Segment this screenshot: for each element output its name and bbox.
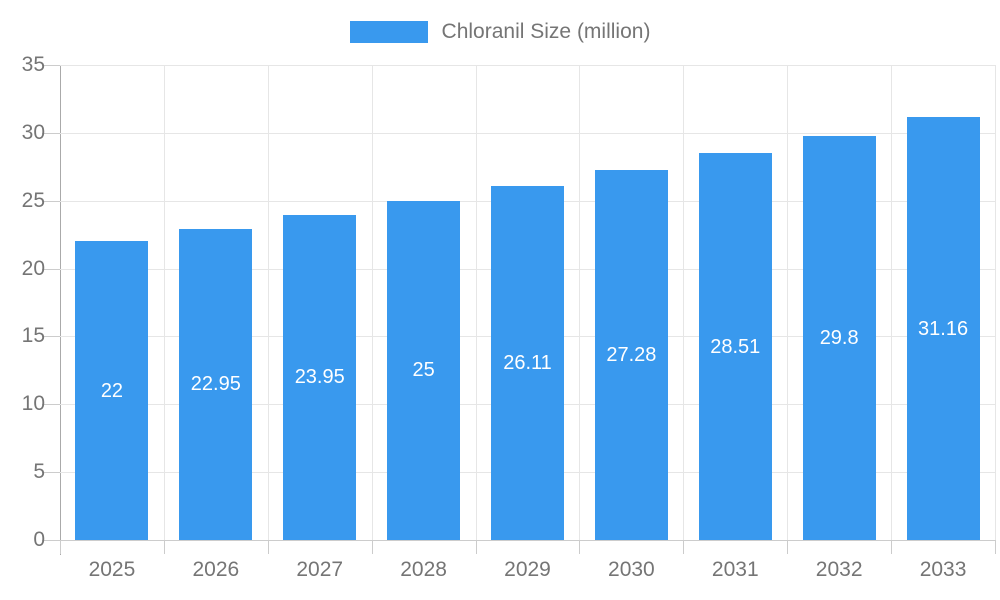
y-axis-label-20: 20 <box>21 256 45 280</box>
bar-2029[interactable]: 26.11 <box>491 185 564 540</box>
x-tick-6 <box>683 540 685 554</box>
plot-area: 22 22.95 23.95 25 26.11 27.28 28.51 29.8 31.16 <box>60 65 996 541</box>
x-tick-8 <box>891 540 893 554</box>
bar-2027[interactable]: 23.95 <box>283 214 357 540</box>
y-axis-label-10: 10 <box>21 392 45 416</box>
x-axis-label-2025: 2025 <box>88 558 136 581</box>
bar-2026[interactable]: 22.95 <box>179 228 253 540</box>
bar-value-label-2028: 25 <box>412 359 435 382</box>
gridline-y-0 <box>60 540 995 541</box>
y-tick-20 <box>42 268 60 270</box>
x-tick-5 <box>579 540 581 554</box>
legend-label: Chloranil Size (million) <box>441 20 651 43</box>
gridline-x-5 <box>579 65 581 540</box>
x-axis-label-2033: 2033 <box>919 558 967 581</box>
x-tick-0 <box>60 540 61 554</box>
y-tick-30 <box>42 132 60 134</box>
x-tick-1 <box>163 540 165 554</box>
gridline-x-3 <box>371 65 373 540</box>
bar-2028[interactable]: 25 <box>387 200 461 540</box>
gridline-y-30 <box>60 132 995 134</box>
bar-value-label-2029: 26.11 <box>503 351 552 374</box>
bar-2031[interactable]: 28.51 <box>698 153 772 540</box>
bar-value-label-2027: 23.95 <box>294 366 345 389</box>
legend-swatch-icon <box>349 21 428 43</box>
gridline-x-6 <box>683 65 685 540</box>
gridline-y-35 <box>60 65 995 66</box>
gridline-x-9 <box>995 65 996 540</box>
bar-value-label-2031: 28.51 <box>710 335 761 358</box>
bar-2033[interactable]: 31.16 <box>906 117 980 540</box>
x-axis-label-2030: 2030 <box>608 558 655 581</box>
bar-2025[interactable]: 22 <box>75 241 149 540</box>
y-tick-25 <box>42 200 60 202</box>
y-tick-0 <box>42 540 60 541</box>
y-tick-10 <box>42 404 60 406</box>
x-tick-3 <box>371 540 373 554</box>
bar-value-label-2025: 22 <box>100 379 124 402</box>
x-axis-label-2028: 2028 <box>400 558 447 581</box>
y-tick-35 <box>42 65 60 66</box>
bar-2030[interactable]: 27.28 <box>594 169 668 540</box>
bar-value-label-2032: 29.8 <box>819 326 859 349</box>
bar-value-label-2026: 22.95 <box>190 373 241 396</box>
y-axis-line <box>60 65 61 555</box>
y-axis-label-30: 30 <box>21 120 45 144</box>
bar-value-label-2033: 31.16 <box>918 317 969 340</box>
y-axis-label-5: 5 <box>33 460 45 484</box>
x-tick-2 <box>267 540 269 554</box>
x-axis-label-2032: 2032 <box>815 558 863 581</box>
x-tick-9 <box>995 540 996 554</box>
x-tick-7 <box>787 540 789 554</box>
y-tick-5 <box>42 472 60 474</box>
gridline-x-8 <box>891 65 893 540</box>
gridline-x-7 <box>787 65 789 540</box>
y-tick-15 <box>42 336 60 338</box>
gridline-x-2 <box>267 65 269 540</box>
x-axis-label-2026: 2026 <box>192 558 240 581</box>
x-axis-label-2029: 2029 <box>504 558 551 581</box>
bar-2032[interactable]: 29.8 <box>802 135 876 540</box>
bar-value-label-2030: 27.28 <box>606 343 657 366</box>
x-axis-label-2027: 2027 <box>296 558 344 581</box>
y-axis-label-0: 0 <box>33 528 45 551</box>
x-axis-label-2031: 2031 <box>711 558 759 581</box>
y-axis-label-25: 25 <box>21 188 45 212</box>
x-tick-4 <box>475 540 477 554</box>
gridline-x-4 <box>475 65 477 540</box>
chart-legend[interactable]: Chloranil Size (million) <box>0 20 1000 44</box>
y-axis-label-15: 15 <box>21 324 45 348</box>
y-axis-label-35: 35 <box>21 53 45 76</box>
gridline-x-1 <box>163 65 165 540</box>
